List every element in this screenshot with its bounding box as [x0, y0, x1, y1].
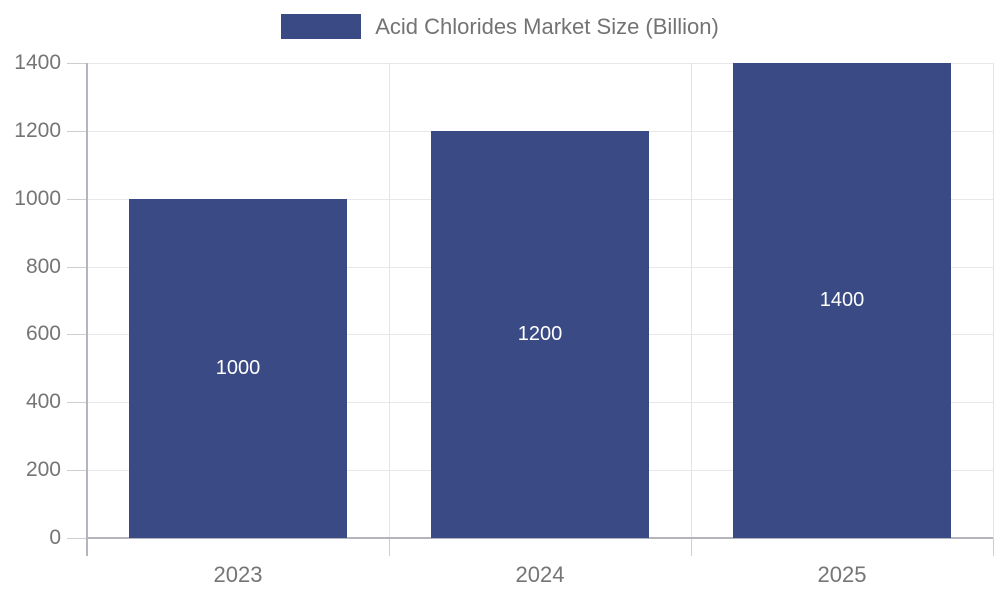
legend-label: Acid Chlorides Market Size (Billion): [375, 14, 719, 39]
y-tick-label: 600: [25, 322, 61, 346]
y-axis-tick: [67, 402, 87, 404]
y-axis-line: [86, 63, 88, 556]
x-gridline: [691, 63, 692, 538]
x-gridline: [993, 63, 994, 538]
y-axis-tick: [67, 538, 87, 539]
x-tick-label: 2025: [817, 562, 867, 587]
bar: 1400: [733, 63, 951, 538]
y-tick-label: 0: [49, 526, 61, 549]
y-tick-label: 800: [25, 254, 61, 278]
bar-value-label: 1400: [819, 289, 865, 311]
x-axis-line: [87, 537, 993, 539]
x-gridline: [389, 63, 390, 538]
x-axis-tick: [389, 538, 390, 556]
y-tick-label: 1400: [14, 51, 61, 74]
bar-value-label: 1000: [215, 356, 261, 379]
y-axis-tick: [67, 63, 87, 64]
bar: 1200: [431, 130, 649, 538]
y-axis-tick: [67, 334, 87, 336]
y-axis-tick: [67, 470, 87, 472]
y-tick-label: 1200: [14, 118, 61, 142]
bar-value-label: 1200: [517, 322, 563, 345]
legend[interactable]: Acid Chlorides Market Size (Billion): [0, 14, 1000, 39]
y-axis-tick: [67, 266, 87, 268]
y-tick-label: 400: [25, 390, 61, 414]
x-tick-label: 2024: [515, 562, 565, 587]
legend-swatch: [281, 14, 362, 39]
y-gridline: [87, 63, 993, 64]
y-axis-tick: [67, 198, 87, 200]
x-axis-tick: [691, 538, 692, 556]
x-axis-tick: [993, 538, 994, 556]
x-tick-label: 2023: [213, 562, 263, 587]
bar: 1000: [129, 198, 347, 538]
y-tick-label: 1000: [14, 186, 61, 210]
y-axis-tick: [67, 130, 87, 132]
y-tick-label: 200: [25, 458, 61, 482]
